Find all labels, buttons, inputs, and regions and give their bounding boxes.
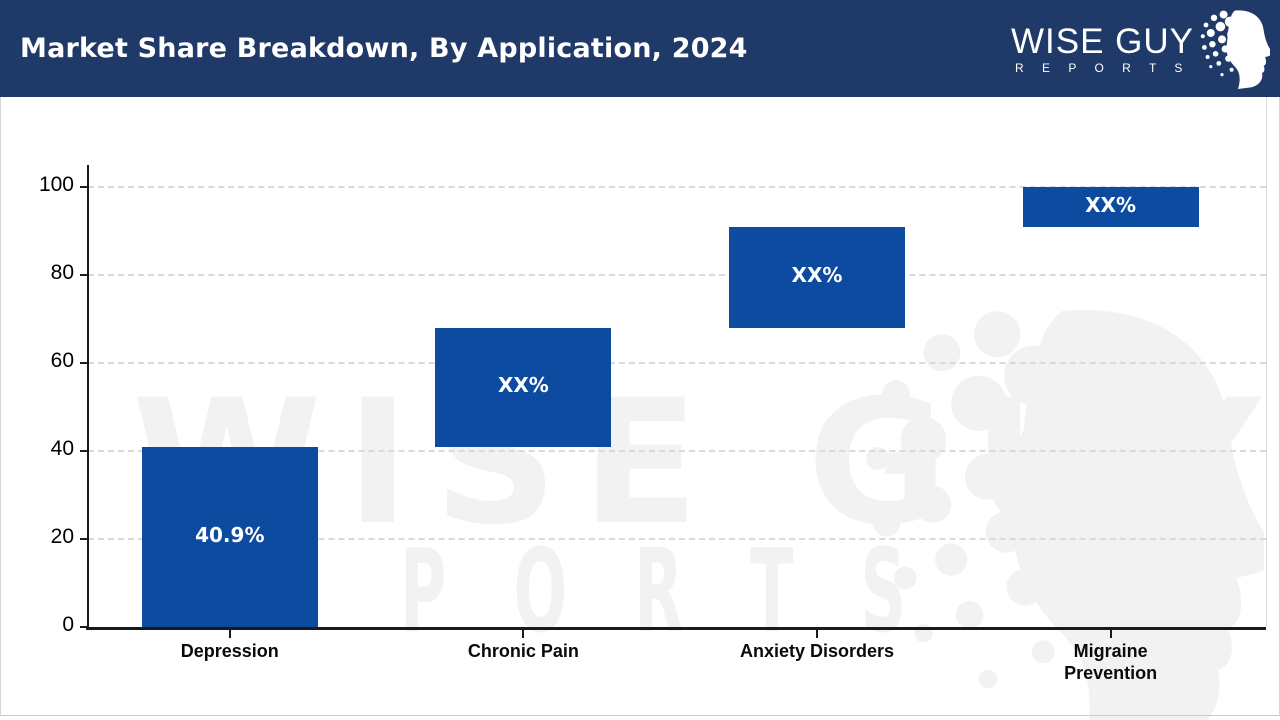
y-axis-line [87, 165, 89, 630]
x-tick-label-anxiety-disorders: Anxiety Disorders [739, 641, 895, 661]
bar-migraine-prevention [1022, 187, 1199, 227]
y-tick-label-0: 0 [62, 613, 74, 636]
gridline-60 [88, 362, 1266, 364]
watermark-text-2: P O R T S [400, 525, 918, 659]
bar-label-depression: 40.9% [195, 523, 265, 548]
gridline-100 [88, 186, 1266, 188]
logo-wordmark: WISE GUY [1010, 21, 1194, 61]
bar-chronic-pain [435, 327, 612, 448]
gridline-40 [88, 450, 1266, 452]
bar-label-migraine-prevention: XX% [1085, 192, 1137, 217]
page-title: Market Share Breakdown, By Application, … [20, 33, 748, 64]
header: Market Share Breakdown, By Application, … [0, 0, 1280, 97]
y-tick-0 [80, 626, 88, 628]
gridline-20 [88, 538, 1266, 540]
right-spine [1266, 97, 1267, 627]
y-tick-100 [80, 186, 88, 188]
watermark: WISE GUY P O R T S [0, 97, 1266, 720]
bar-depression [141, 447, 318, 627]
x-tick-label-chronic-pain: Chronic Pain [467, 641, 579, 661]
bar-anxiety-disorders [729, 226, 905, 328]
logo-subtext: R E P O R T S [1015, 60, 1190, 75]
y-tick-60 [80, 362, 88, 364]
y-tick-label-100: 100 [38, 173, 74, 196]
x-tick-depression [228, 630, 231, 638]
x-tick-anxiety-disorders [816, 630, 818, 638]
x-tick-chronic-pain [522, 630, 525, 638]
x-tick-label-migraine-prevention: Migraine Prevention [1064, 641, 1158, 683]
y-tick-label-80: 80 [50, 261, 74, 284]
x-tick-label-depression: Depression [180, 641, 279, 661]
y-tick-label-60: 60 [50, 349, 74, 372]
gridline-80 [88, 274, 1266, 276]
bar-label-anxiety-disorders: XX% [791, 263, 843, 288]
wiseguy-logo: WISE GUY R E P O R T S [1011, 6, 1270, 92]
x-tick-migraine-prevention [1109, 630, 1112, 638]
y-tick-80 [80, 274, 88, 276]
bar-label-chronic-pain: XX% [497, 373, 549, 398]
y-tick-20 [80, 538, 88, 540]
logo-head-icon [1200, 10, 1270, 89]
y-tick-40 [80, 450, 88, 452]
y-tick-label-40: 40 [50, 437, 74, 460]
y-tick-label-20: 20 [50, 525, 74, 548]
logo-text: WISE GUY R E P O R T S [1010, 21, 1194, 75]
x-axis-line [86, 627, 1266, 630]
